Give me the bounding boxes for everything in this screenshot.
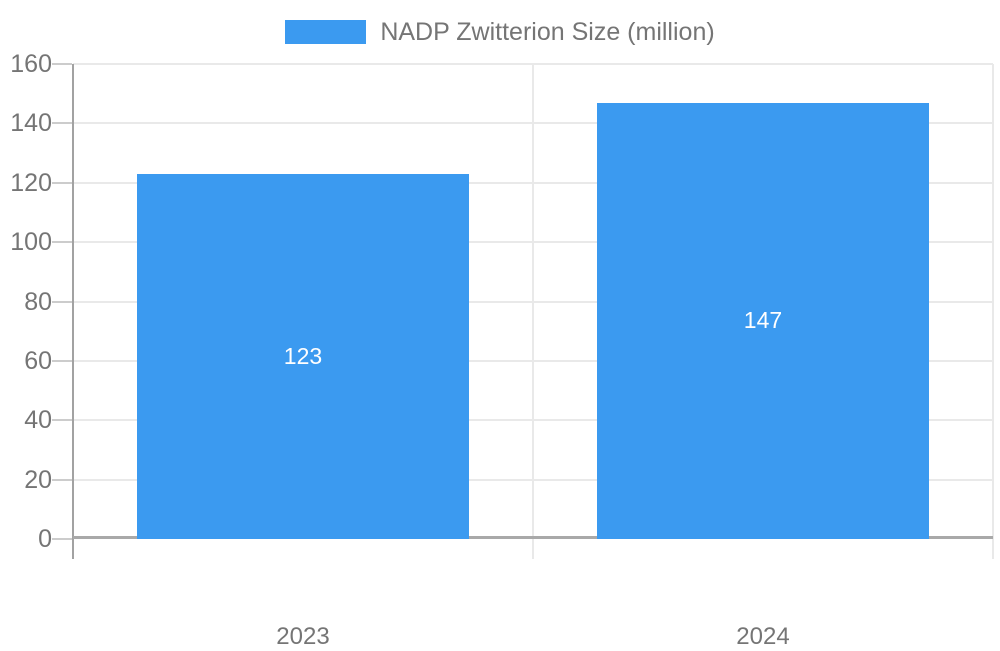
bar-value-label: 147 [743,307,783,334]
y-axis-line [72,64,74,559]
y-axis-tick [52,419,72,422]
y-axis-label: 120 [10,168,52,197]
y-axis-tick [52,122,72,125]
y-axis-label: 80 [24,287,52,316]
y-axis-label: 60 [24,346,52,375]
x-axis-label: 2024 [736,623,790,650]
category-separator-line [532,64,534,559]
plot-area: 0 20 40 60 80 100 120 140 160 123 2023 147 2024 [10,51,994,650]
bar-2024[interactable]: 147 [597,102,929,539]
y-axis-label: 20 [24,465,52,494]
x-axis-label: 2023 [276,623,330,650]
y-axis-label: 0 [38,525,52,553]
y-axis-tick [52,478,72,481]
y-axis-label: 160 [10,50,52,78]
y-axis-tick [52,359,72,362]
y-axis-tick [52,241,72,244]
chart-legend: NADP Zwitterion Size (million) [0,16,1000,48]
plot-right-border [992,64,994,559]
legend-label[interactable]: NADP Zwitterion Size (million) [380,17,715,46]
bar-value-label: 123 [283,342,323,369]
x-axis-line [73,536,993,539]
bar-2023[interactable]: 123 [137,173,469,539]
y-axis-tick [52,300,72,303]
y-axis-tick [52,63,72,65]
y-axis-label: 100 [10,228,52,257]
y-axis-tick [52,538,72,540]
y-axis-label: 40 [24,406,52,435]
y-axis-tick [52,181,72,184]
y-axis-label: 140 [10,109,52,138]
legend-swatch[interactable] [285,20,367,44]
